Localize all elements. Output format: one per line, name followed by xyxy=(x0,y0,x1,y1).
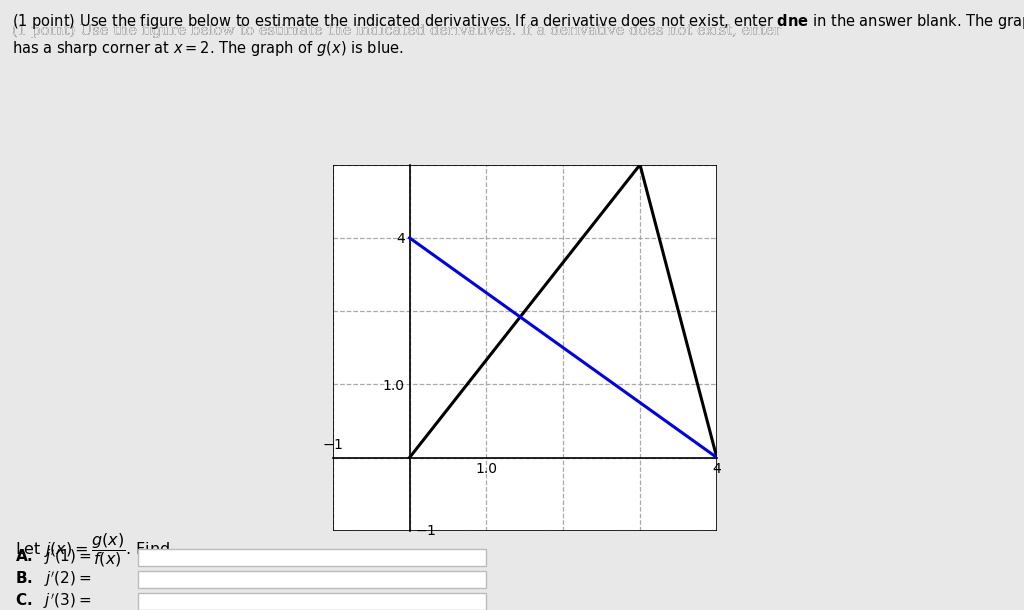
FancyBboxPatch shape xyxy=(138,548,486,565)
FancyBboxPatch shape xyxy=(138,571,486,588)
Text: $-1$: $-1$ xyxy=(323,439,343,453)
Text: $-1$: $-1$ xyxy=(415,524,436,537)
Bar xyxy=(333,165,717,531)
Text: (1 point) Use the figure below to estimate the indicated derivatives. If a deriv: (1 point) Use the figure below to estima… xyxy=(12,12,1024,59)
Text: (1 point) Use the figure below to estimate the indicated derivatives. If a deriv: (1 point) Use the figure below to estima… xyxy=(12,23,800,38)
Text: (1 point) Use the figure below to estimate the indicated derivatives. If a deriv: (1 point) Use the figure below to estima… xyxy=(12,23,786,38)
FancyBboxPatch shape xyxy=(138,593,486,610)
Text: Let $j(x) = \dfrac{g(x)}{f(x)}$. Find: Let $j(x) = \dfrac{g(x)}{f(x)}$. Find xyxy=(15,531,170,569)
Text: $\mathbf{C.}$  $j'(3) = $: $\mathbf{C.}$ $j'(3) = $ xyxy=(15,592,91,610)
Text: $\mathbf{A.}$  $j'(1) = $: $\mathbf{A.}$ $j'(1) = $ xyxy=(15,547,92,567)
Text: $\mathbf{B.}$  $j'(2) = $: $\mathbf{B.}$ $j'(2) = $ xyxy=(15,570,92,589)
